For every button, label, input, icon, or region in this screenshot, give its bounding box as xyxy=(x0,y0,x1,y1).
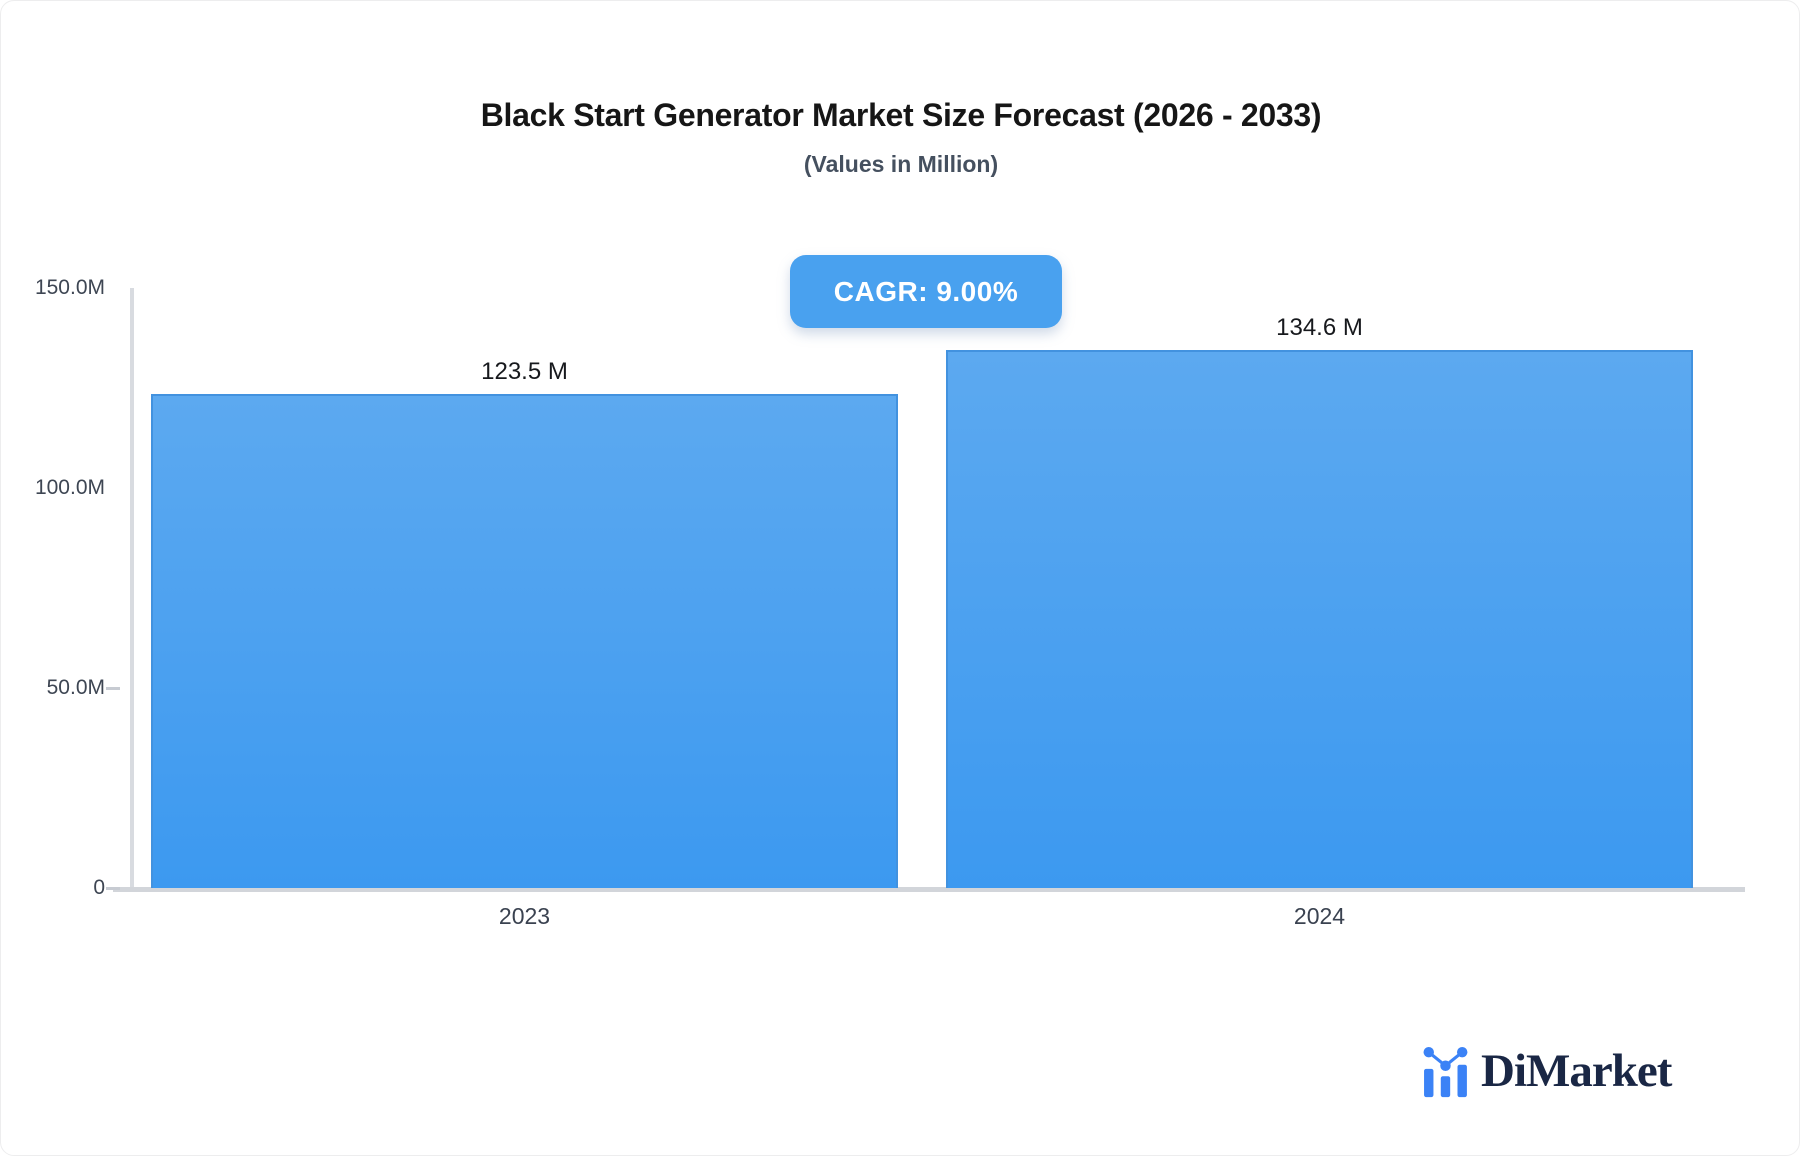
x-axis-label: 2023 xyxy=(498,903,551,929)
bar-2024 xyxy=(946,349,1693,888)
y-axis-tick-mark xyxy=(106,687,120,690)
y-axis-tick-label: 50.0M xyxy=(46,676,105,699)
bar-value-label: 123.5 M xyxy=(481,358,568,385)
brand-logo: DiMarket xyxy=(1423,1043,1672,1099)
chart-subtitle: (Values in Million) xyxy=(803,151,999,177)
bar-line-chart-icon xyxy=(1423,1046,1468,1098)
y-axis-line xyxy=(130,288,134,889)
bar-2023 xyxy=(151,394,898,888)
cagr-badge-label: CAGR: 9.00% xyxy=(833,275,1019,307)
x-axis-label: 2024 xyxy=(1293,903,1346,929)
cagr-badge: CAGR: 9.00% xyxy=(790,255,1062,328)
x-axis-baseline xyxy=(113,887,1745,892)
bar-value-label: 134.6 M xyxy=(1276,313,1363,341)
y-axis-tick-label: 150.0M xyxy=(34,276,105,299)
y-axis-tick-label: 0 xyxy=(93,876,105,899)
chart-title: Black Start Generator Market Size Foreca… xyxy=(480,97,1322,133)
y-axis-tick-label: 100.0M xyxy=(34,476,105,499)
y-axis-tick-mark xyxy=(106,887,120,890)
brand-wordmark: DiMarket xyxy=(1481,1045,1672,1097)
